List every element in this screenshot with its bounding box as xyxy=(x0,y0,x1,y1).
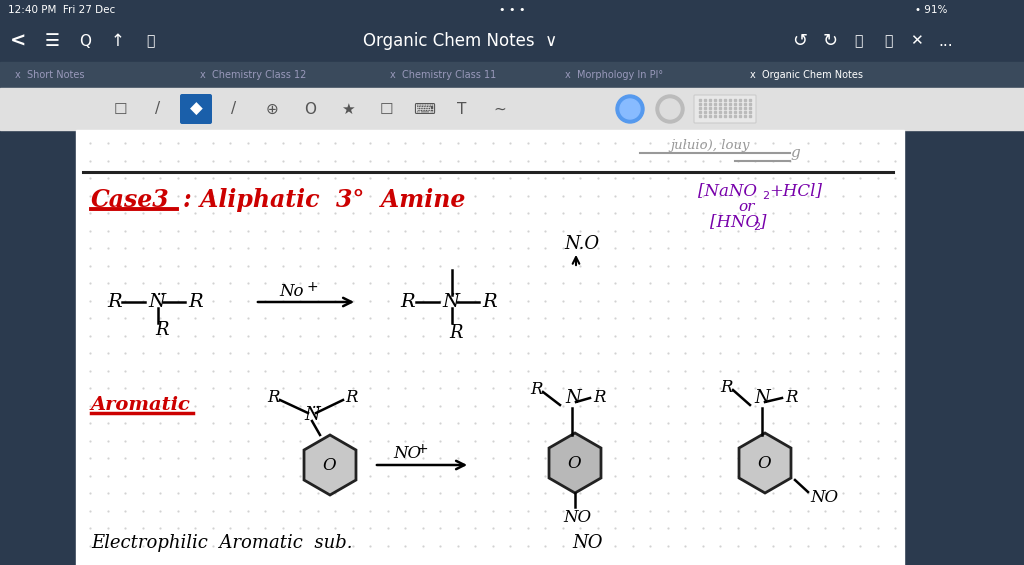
Text: ☰: ☰ xyxy=(45,32,59,50)
Text: : Aliphatic  3°  Amine: : Aliphatic 3° Amine xyxy=(183,188,465,212)
Text: 12:40 PM  Fri 27 Dec: 12:40 PM Fri 27 Dec xyxy=(8,5,116,15)
Text: juluio), louy: juluio), louy xyxy=(670,140,750,153)
Text: 🎤: 🎤 xyxy=(145,34,155,48)
Bar xyxy=(0,62,1024,88)
Text: O: O xyxy=(757,454,771,472)
Text: g: g xyxy=(790,146,800,160)
Text: ✕: ✕ xyxy=(909,33,923,49)
Text: ...: ... xyxy=(939,33,953,49)
Text: O: O xyxy=(322,457,336,473)
Polygon shape xyxy=(739,433,791,493)
Text: 2: 2 xyxy=(762,191,769,201)
Text: ↻: ↻ xyxy=(822,32,838,50)
Text: /: / xyxy=(156,102,161,116)
Text: ☐: ☐ xyxy=(379,102,393,116)
Text: R: R xyxy=(720,380,732,397)
Text: ☐: ☐ xyxy=(114,102,127,116)
Circle shape xyxy=(656,95,684,123)
Text: N̈: N̈ xyxy=(148,293,165,311)
Text: N.O: N.O xyxy=(564,235,599,253)
Text: x  Organic Chem Notes: x Organic Chem Notes xyxy=(750,70,863,80)
Text: or: or xyxy=(738,200,755,214)
Bar xyxy=(76,130,904,565)
Text: R: R xyxy=(188,293,203,311)
Bar xyxy=(0,0,1024,20)
Text: O: O xyxy=(567,454,581,472)
Text: R: R xyxy=(593,389,605,406)
Text: /: / xyxy=(194,102,199,116)
Bar xyxy=(0,20,1024,62)
Text: +HCl]: +HCl] xyxy=(769,182,822,199)
Text: x  Chemistry Class 11: x Chemistry Class 11 xyxy=(390,70,497,80)
Text: R: R xyxy=(267,389,280,406)
Text: x  Morphology In Pl°: x Morphology In Pl° xyxy=(565,70,664,80)
Circle shape xyxy=(620,99,640,119)
Text: ~: ~ xyxy=(494,102,507,116)
Text: N̈: N̈ xyxy=(442,293,459,311)
Text: R: R xyxy=(482,293,497,311)
Polygon shape xyxy=(549,433,601,493)
Text: x  Chemistry Class 12: x Chemistry Class 12 xyxy=(200,70,306,80)
Text: R: R xyxy=(530,381,543,398)
Text: +: + xyxy=(417,442,429,456)
Polygon shape xyxy=(304,435,356,495)
Text: R: R xyxy=(155,321,169,339)
Circle shape xyxy=(616,95,644,123)
Text: N: N xyxy=(565,389,581,407)
Text: NO: NO xyxy=(810,489,838,506)
Text: ↑: ↑ xyxy=(111,32,125,50)
Text: ]: ] xyxy=(759,214,766,231)
Text: /: / xyxy=(231,102,237,116)
Text: Electrophilic  Aromatic  sub.: Electrophilic Aromatic sub. xyxy=(91,534,352,552)
Text: x  Short Notes: x Short Notes xyxy=(15,70,85,80)
Text: T: T xyxy=(458,102,467,116)
Text: Organic Chem Notes  ∨: Organic Chem Notes ∨ xyxy=(362,32,557,50)
Text: NO: NO xyxy=(563,508,591,525)
Text: [NaNO: [NaNO xyxy=(698,182,757,199)
Text: • 91%: • 91% xyxy=(915,5,947,15)
Text: R: R xyxy=(400,293,415,311)
Bar xyxy=(0,88,1024,130)
Text: ⊕: ⊕ xyxy=(265,102,279,116)
Text: R: R xyxy=(449,324,463,342)
Text: Aromatic: Aromatic xyxy=(91,396,190,414)
Text: Q: Q xyxy=(79,33,91,49)
Text: O: O xyxy=(304,102,316,116)
Text: ◆: ◆ xyxy=(189,100,203,118)
Text: <: < xyxy=(10,32,27,50)
Text: R: R xyxy=(106,293,122,311)
Text: • • •: • • • xyxy=(499,5,525,15)
Text: N̈: N̈ xyxy=(304,406,319,424)
Text: ⬜: ⬜ xyxy=(884,34,892,48)
Text: R: R xyxy=(785,389,798,406)
Text: No: No xyxy=(279,284,303,301)
Text: NO: NO xyxy=(393,445,421,463)
Text: 2: 2 xyxy=(753,222,760,232)
Circle shape xyxy=(660,99,680,119)
Text: R: R xyxy=(345,389,357,406)
Text: N: N xyxy=(754,389,770,407)
FancyBboxPatch shape xyxy=(180,94,212,124)
Text: ↺: ↺ xyxy=(793,32,808,50)
Text: ⌨: ⌨ xyxy=(413,102,435,116)
Text: +: + xyxy=(307,280,318,294)
Text: ★: ★ xyxy=(341,102,354,116)
Text: Case3: Case3 xyxy=(91,188,170,212)
Text: NO: NO xyxy=(572,534,602,552)
FancyBboxPatch shape xyxy=(694,95,756,123)
Text: 🔖: 🔖 xyxy=(854,34,862,48)
Text: [HNO: [HNO xyxy=(710,214,759,231)
